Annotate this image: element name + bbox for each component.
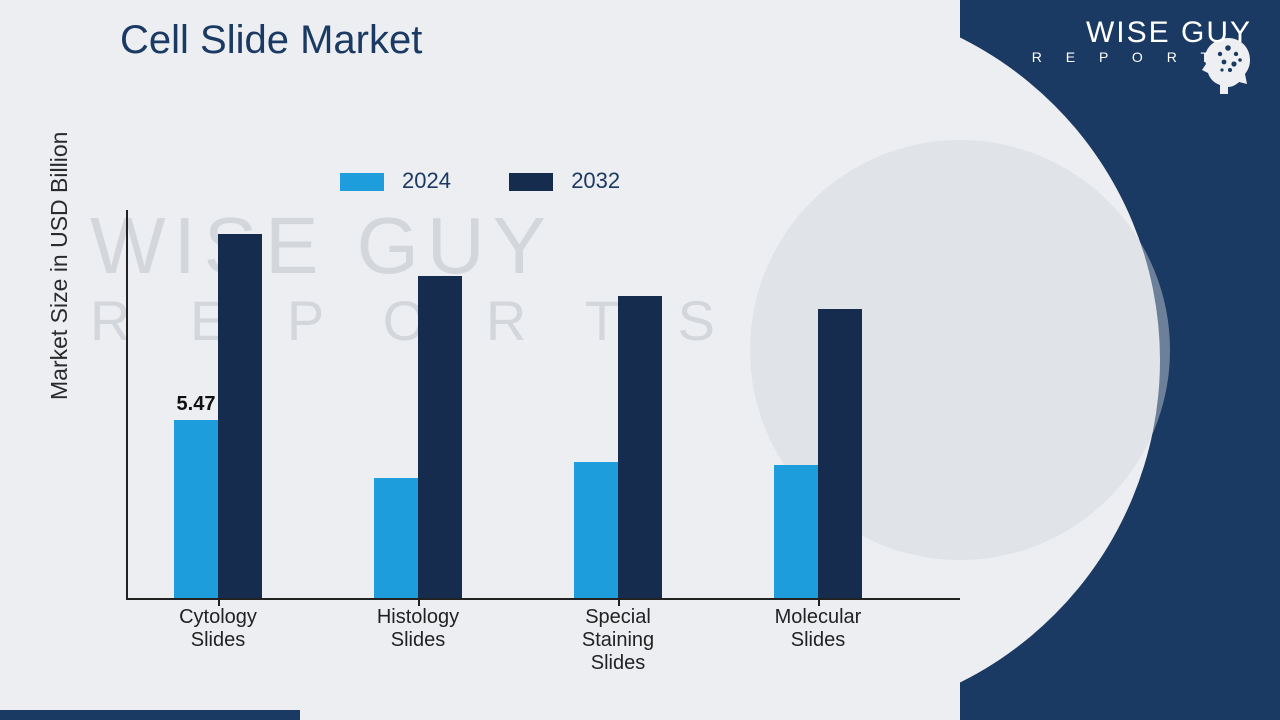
page-title: Cell Slide Market [120,18,422,63]
bar-2024 [574,462,618,599]
plot-area: 5.47CytologySlidesHistologySlidesSpecial… [126,210,960,600]
legend-swatch-2032 [509,173,553,191]
x-tick [418,598,420,606]
legend: 2024 2032 [0,168,960,194]
category-label: SpecialStainingSlides [538,606,698,675]
right-panel [960,0,1280,720]
category-label: CytologySlides [138,606,298,652]
bar-value-label: 5.47 [166,393,226,416]
bar-2032 [418,276,462,598]
bar-2032 [618,296,662,598]
y-axis-label: Market Size in USD Billion [46,132,73,400]
legend-swatch-2024 [340,173,384,191]
brand-logo-line1: WISE GUY [1032,18,1252,48]
stage: WISE GUY R E P O R T S Cell Slide Market… [0,0,1280,720]
brand-logo: WISE GUY R E P O R T S [1032,18,1252,64]
bar-2032 [818,309,862,598]
category-label: MolecularSlides [738,606,898,652]
bar-2024 [174,420,218,598]
bar-2024 [374,478,418,598]
x-tick [218,598,220,606]
legend-label-2032: 2032 [571,168,620,193]
legend-item-2024: 2024 [340,168,451,194]
legend-item-2032: 2032 [509,168,620,194]
x-tick [818,598,820,606]
category-label: HistologySlides [338,606,498,652]
brand-logo-line2: R E P O R T S [1032,50,1252,64]
chart: 5.47CytologySlidesHistologySlidesSpecial… [100,210,960,600]
legend-label-2024: 2024 [402,168,451,193]
footer-accent-bar [0,710,300,720]
x-tick [618,598,620,606]
bar-2024 [774,465,818,598]
